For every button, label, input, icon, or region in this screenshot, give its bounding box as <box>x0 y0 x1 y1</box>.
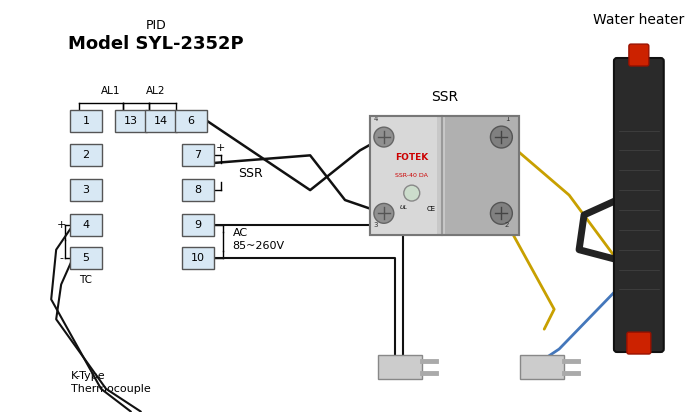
Text: UL: UL <box>400 204 408 209</box>
Text: 1: 1 <box>505 116 510 121</box>
Bar <box>520 355 564 379</box>
Bar <box>370 116 438 235</box>
Text: 1: 1 <box>83 116 90 126</box>
Text: 9: 9 <box>194 220 201 230</box>
Bar <box>370 116 519 235</box>
Bar <box>145 110 176 131</box>
FancyBboxPatch shape <box>614 58 664 352</box>
Text: Water heater: Water heater <box>593 13 685 27</box>
Text: 4: 4 <box>374 116 378 121</box>
Text: FOTEK: FOTEK <box>395 153 428 162</box>
Text: 8: 8 <box>194 185 201 195</box>
Bar <box>370 116 519 235</box>
Text: 6: 6 <box>187 116 194 126</box>
Circle shape <box>374 127 394 147</box>
Bar <box>182 179 214 201</box>
Text: Model SYL-2352P: Model SYL-2352P <box>68 35 244 53</box>
Text: AC
85~260V: AC 85~260V <box>232 228 285 252</box>
Text: +: + <box>216 143 225 153</box>
Text: TC: TC <box>80 275 92 285</box>
Bar <box>182 247 214 268</box>
FancyBboxPatch shape <box>629 44 649 66</box>
Bar <box>70 247 102 268</box>
Bar <box>182 214 214 236</box>
Text: 2: 2 <box>505 222 510 228</box>
Text: 7: 7 <box>194 150 201 160</box>
Bar <box>182 145 214 166</box>
Text: SSR: SSR <box>431 90 458 104</box>
Text: 3: 3 <box>83 185 90 195</box>
Text: 3: 3 <box>374 222 379 228</box>
Text: AL1: AL1 <box>102 86 120 96</box>
Text: AL2: AL2 <box>146 86 165 96</box>
Circle shape <box>491 126 512 148</box>
Circle shape <box>404 185 420 201</box>
Text: 13: 13 <box>124 116 138 126</box>
Circle shape <box>374 204 394 223</box>
Text: SSR-40 DA: SSR-40 DA <box>395 173 428 178</box>
Text: 14: 14 <box>154 116 168 126</box>
Text: K-Type
Thermocouple: K-Type Thermocouple <box>71 371 151 394</box>
Text: CE: CE <box>427 206 436 212</box>
Bar <box>70 145 102 166</box>
Circle shape <box>491 202 512 224</box>
Bar <box>444 116 519 235</box>
Bar <box>175 110 206 131</box>
Text: 2: 2 <box>83 150 90 160</box>
Text: 4: 4 <box>83 220 90 230</box>
Text: 5: 5 <box>83 253 90 263</box>
Text: -: - <box>60 253 63 263</box>
Bar <box>378 355 421 379</box>
Text: +: + <box>57 220 66 230</box>
Bar <box>70 110 102 131</box>
Bar <box>70 179 102 201</box>
Text: SSR: SSR <box>239 167 263 180</box>
Bar <box>70 214 102 236</box>
Text: PID: PID <box>146 19 166 32</box>
Bar <box>115 110 147 131</box>
FancyBboxPatch shape <box>627 332 651 354</box>
Text: 10: 10 <box>190 253 204 263</box>
